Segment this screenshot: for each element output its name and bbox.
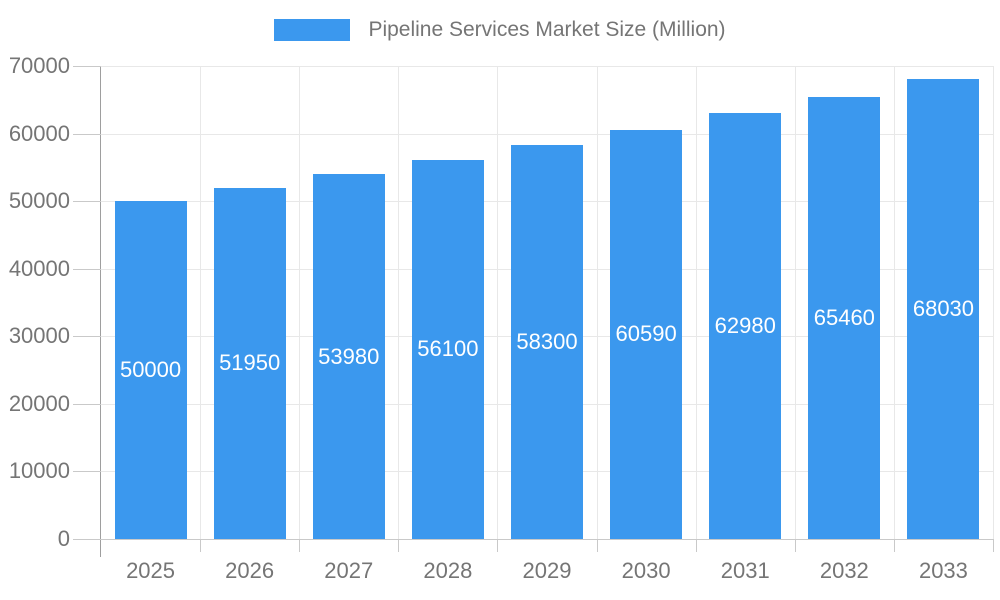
bar-value-label: 53980	[318, 343, 380, 369]
y-tick-label: 30000	[8, 323, 70, 349]
x-tick	[497, 539, 499, 552]
bar[interactable]: 56100	[411, 159, 484, 539]
y-tick-label: 20000	[8, 390, 70, 416]
y-tick	[73, 403, 101, 405]
x-tick	[200, 539, 202, 552]
y-tick	[73, 201, 101, 203]
x-tick-label: 2027	[324, 558, 374, 583]
y-tick	[73, 539, 101, 540]
y-tick-label: 0	[57, 526, 70, 551]
y-tick	[73, 336, 101, 338]
bar-value-label: 50000	[119, 357, 182, 383]
y-tick	[73, 268, 101, 270]
bar[interactable]: 65460	[808, 96, 881, 539]
vertical-gridline	[695, 66, 697, 539]
bar-value-label: 65460	[813, 304, 875, 330]
horizontal-gridline	[101, 133, 993, 135]
x-tick-label: 2030	[621, 558, 671, 583]
legend-label: Pipeline Services Market Size (Million)	[368, 18, 726, 41]
bar[interactable]: 68030	[907, 79, 980, 539]
x-tick-label: 2033	[918, 558, 968, 583]
y-tick	[73, 66, 101, 67]
vertical-gridline	[893, 66, 895, 539]
legend[interactable]: Pipeline Services Market Size (Million)	[0, 18, 1000, 42]
bar[interactable]: 53980	[312, 174, 385, 539]
x-tick	[398, 539, 400, 552]
bar-value-label: 68030	[912, 296, 975, 322]
bar[interactable]: 58300	[511, 145, 583, 539]
x-tick	[695, 539, 697, 552]
x-tick-label: 2032	[819, 558, 869, 583]
x-tick-label: 2026	[225, 558, 275, 583]
vertical-gridline	[497, 66, 499, 539]
y-tick	[73, 471, 101, 473]
y-tick-label: 60000	[8, 120, 70, 146]
x-tick-label: 2029	[522, 558, 572, 583]
y-tick-label: 50000	[8, 188, 70, 214]
bar[interactable]: 51950	[213, 187, 286, 539]
y-tick-label: 70000	[8, 53, 70, 78]
bar[interactable]: 60590	[610, 129, 683, 539]
bar-value-label: 60590	[615, 321, 677, 347]
x-tick	[299, 539, 301, 552]
bar-value-label: 51950	[219, 350, 281, 376]
x-tick	[596, 539, 598, 552]
y-axis-line	[100, 66, 101, 557]
plot-area: 0 10000 20000 30000 40000 50000 60000 70000 5000…	[9, 53, 994, 583]
x-tick	[993, 539, 994, 552]
legend-swatch	[274, 19, 351, 41]
x-tick-label: 2025	[126, 558, 176, 583]
x-tick-label: 2031	[720, 558, 770, 583]
y-tick	[73, 133, 101, 135]
x-axis-line	[100, 539, 993, 540]
vertical-gridline	[200, 66, 202, 539]
y-tick-label: 40000	[8, 255, 70, 281]
vertical-gridline	[794, 66, 796, 539]
horizontal-gridline	[101, 66, 993, 67]
bar-value-label: 58300	[516, 329, 578, 355]
bar-value-label: 56100	[417, 336, 479, 362]
vertical-gridline	[596, 66, 598, 539]
vertical-gridline	[299, 66, 301, 539]
bar[interactable]: 50000	[114, 201, 187, 539]
x-tick-label: 2028	[423, 558, 473, 583]
x-tick	[794, 539, 796, 552]
x-tick	[893, 539, 895, 552]
y-tick-label: 10000	[8, 458, 70, 484]
vertical-gridline	[398, 66, 400, 539]
bar-value-label: 62980	[714, 313, 776, 339]
vertical-gridline	[993, 66, 994, 539]
bar[interactable]: 62980	[709, 113, 782, 539]
